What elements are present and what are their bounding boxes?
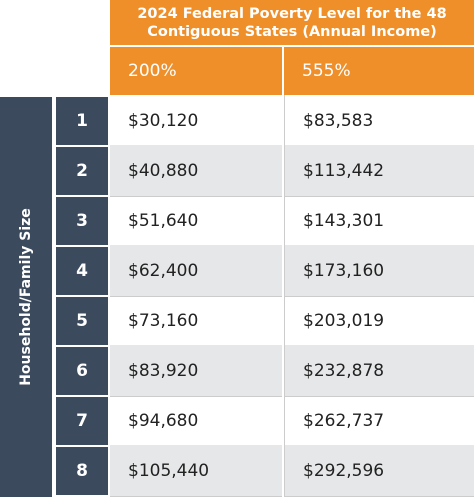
table-cell: $203,019 [284,295,474,347]
table-cell: $173,160 [284,245,474,297]
row-number: 4 [56,247,108,295]
column-header: 200% [110,47,282,95]
row-number: 8 [56,447,108,495]
table-cell: $40,880 [110,145,282,197]
table-title: 2024 Federal Poverty Level for the 48 Co… [110,0,474,45]
table-cell: $94,680 [110,395,282,447]
row-group-label-text: Household/Family Size [18,208,34,386]
table-cell: $51,640 [110,195,282,247]
row-number: 2 [56,147,108,195]
row-number: 6 [56,347,108,395]
row-number: 5 [56,297,108,345]
table-cell: $143,301 [284,195,474,247]
table-cell: $83,920 [110,345,282,397]
row-number: 3 [56,197,108,245]
column-header: 555% [284,47,474,95]
row-number: 7 [56,397,108,445]
table-cell: $262,737 [284,395,474,447]
table-cell: $62,400 [110,245,282,297]
table-cell: $113,442 [284,145,474,197]
table-cell: $292,596 [284,445,474,497]
row-group-label: Household/Family Size [0,97,52,497]
table-cell: $232,878 [284,345,474,397]
table-cell: $73,160 [110,295,282,347]
table-cell: $83,583 [284,95,474,147]
table-cell: $105,440 [110,445,282,497]
row-number: 1 [56,97,108,145]
table-cell: $30,120 [110,95,282,147]
